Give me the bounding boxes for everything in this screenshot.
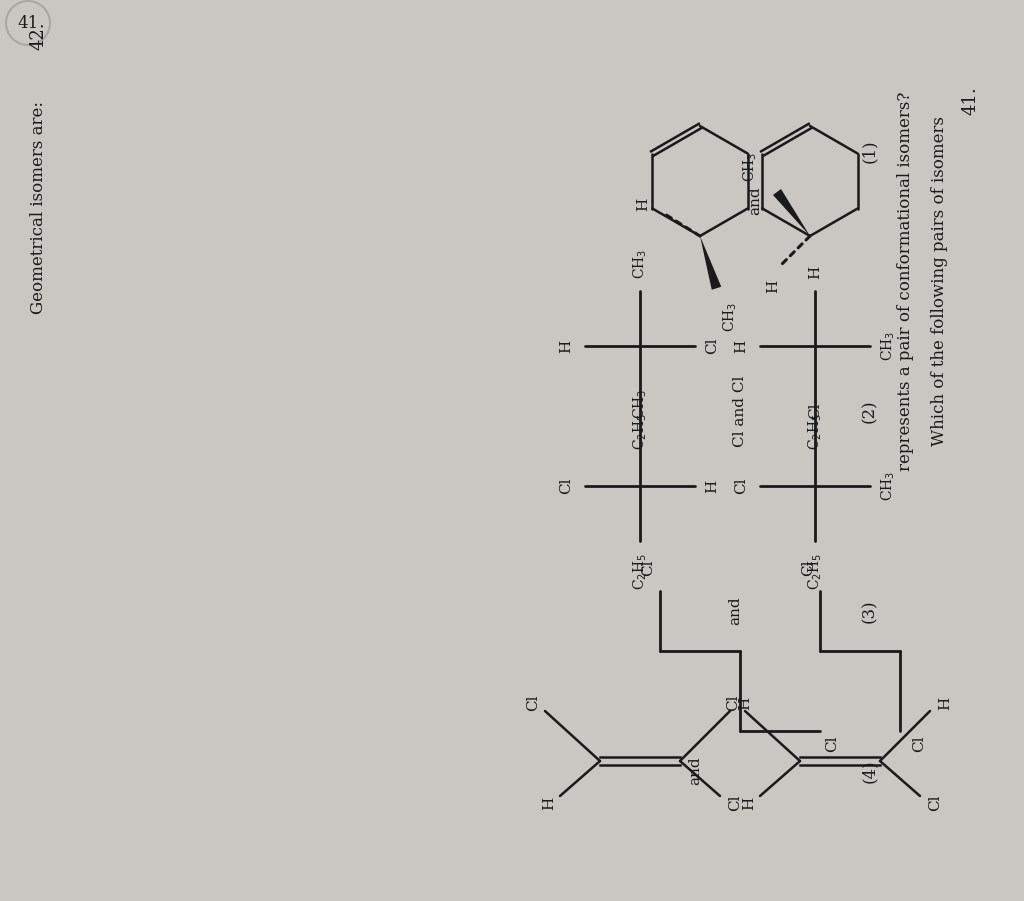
Text: (4): (4) xyxy=(861,760,879,783)
Text: CH$_3$: CH$_3$ xyxy=(632,388,648,419)
Polygon shape xyxy=(700,236,721,290)
Text: (2): (2) xyxy=(861,399,879,423)
Text: Cl: Cl xyxy=(559,478,573,495)
Text: Cl: Cl xyxy=(801,560,815,576)
Text: H: H xyxy=(559,340,573,352)
Text: Geometrical isomers are:: Geometrical isomers are: xyxy=(30,101,47,314)
Text: CH$_3$: CH$_3$ xyxy=(880,471,897,501)
Text: (3): (3) xyxy=(861,599,879,623)
Text: H: H xyxy=(938,696,952,710)
Text: CH$_3$: CH$_3$ xyxy=(880,331,897,361)
Text: Cl: Cl xyxy=(641,560,655,576)
Text: Cl: Cl xyxy=(705,338,719,354)
Text: represents a pair of conformational isomers?: represents a pair of conformational isom… xyxy=(896,91,913,470)
Text: and: and xyxy=(688,757,702,786)
Text: Cl: Cl xyxy=(526,695,540,711)
Text: Cl: Cl xyxy=(734,478,748,495)
Text: H: H xyxy=(767,279,780,293)
Text: H: H xyxy=(705,479,719,493)
Text: C$_2$H$_5$: C$_2$H$_5$ xyxy=(806,553,823,590)
Text: Cl: Cl xyxy=(912,736,926,752)
Text: H: H xyxy=(542,796,556,810)
Text: CH$_3$: CH$_3$ xyxy=(632,249,648,279)
Text: CH$_3$: CH$_3$ xyxy=(722,302,739,332)
Text: H: H xyxy=(636,197,650,211)
Text: Which of the following pairs of isomers: Which of the following pairs of isomers xyxy=(932,116,948,446)
Text: 41.: 41. xyxy=(961,86,979,115)
Polygon shape xyxy=(773,189,810,236)
Text: Cl and Cl: Cl and Cl xyxy=(733,376,746,447)
Text: Cl: Cl xyxy=(726,695,740,711)
Text: 42.: 42. xyxy=(30,21,48,50)
Text: C$_2$H$_5$: C$_2$H$_5$ xyxy=(632,553,648,590)
Text: Cl: Cl xyxy=(928,795,942,811)
Text: 41: 41 xyxy=(17,14,39,32)
Text: H: H xyxy=(742,796,756,810)
Text: C$_2$H$_5$: C$_2$H$_5$ xyxy=(632,413,648,450)
Text: and: and xyxy=(728,596,742,625)
Text: H: H xyxy=(734,340,748,352)
Text: (1): (1) xyxy=(861,139,879,163)
Text: H: H xyxy=(808,266,822,279)
Text: Cl: Cl xyxy=(808,403,822,419)
Text: C$_2$H$_5$: C$_2$H$_5$ xyxy=(806,413,823,450)
Text: CH$_3$: CH$_3$ xyxy=(741,151,759,182)
Text: Cl: Cl xyxy=(728,795,742,811)
Text: Cl: Cl xyxy=(825,736,839,752)
Text: H: H xyxy=(738,696,752,710)
Text: and: and xyxy=(748,187,762,215)
